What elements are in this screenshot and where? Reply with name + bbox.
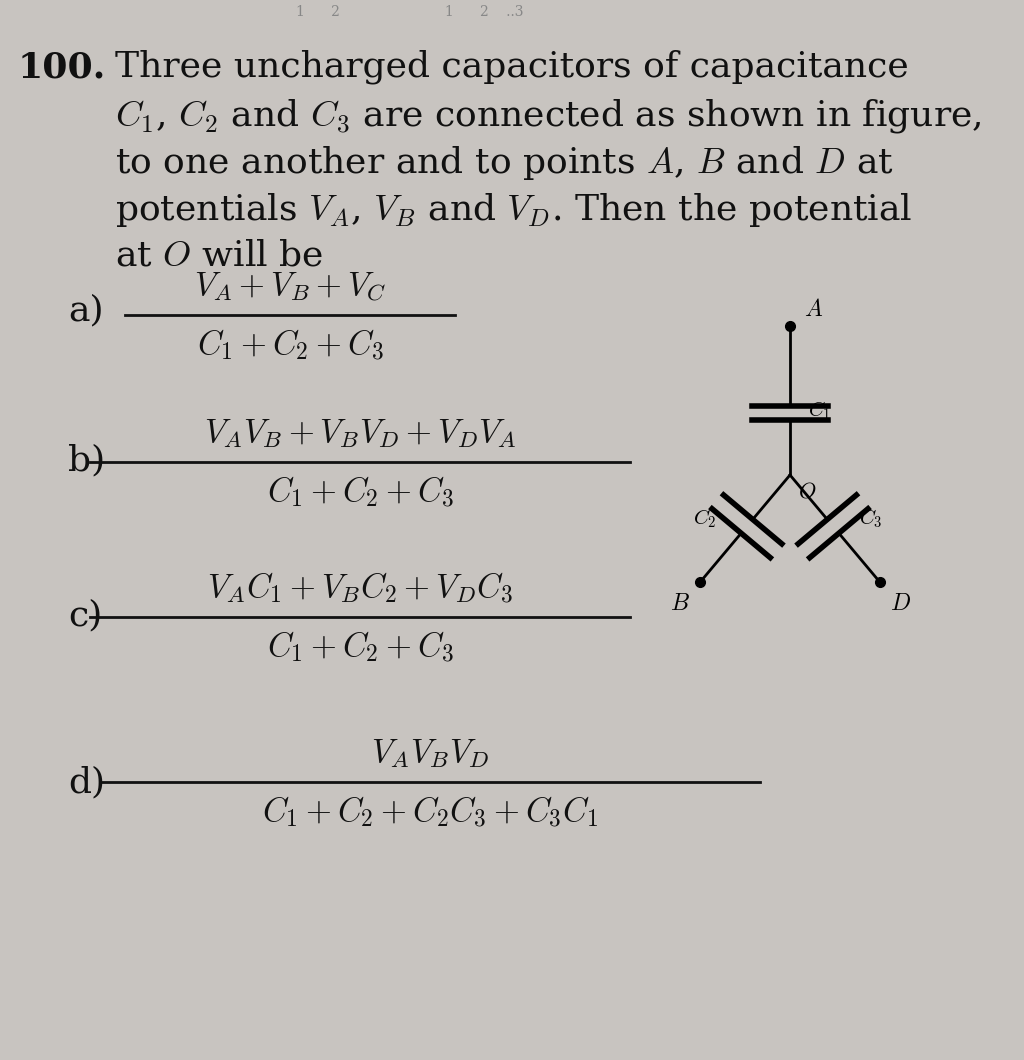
Text: $O$: $O$: [798, 480, 816, 502]
Text: $C_2$: $C_2$: [693, 507, 717, 530]
Text: $C_1$, $C_2$ and $C_3$ are connected as shown in figure,: $C_1$, $C_2$ and $C_3$ are connected as …: [115, 98, 982, 135]
Text: $C_1$: $C_1$: [808, 400, 830, 422]
Text: to one another and to points $A$, $B$ and $D$ at: to one another and to points $A$, $B$ an…: [115, 144, 894, 182]
Text: $V_A+V_B+V_C$: $V_A+V_B+V_C$: [194, 270, 386, 303]
Text: 1      2                        1      2    ..3: 1 2 1 2 ..3: [296, 5, 523, 19]
Text: $C_1+C_2+C_3$: $C_1+C_2+C_3$: [266, 474, 454, 509]
Text: $C_3$: $C_3$: [859, 507, 883, 530]
Text: c): c): [68, 598, 102, 632]
Text: Three uncharged capacitors of capacitance: Three uncharged capacitors of capacitanc…: [115, 50, 908, 85]
Text: $V_AV_B+V_BV_D+V_DV_A$: $V_AV_B+V_BV_D+V_DV_A$: [204, 418, 516, 450]
Text: at $O$ will be: at $O$ will be: [115, 238, 324, 272]
Text: 100.: 100.: [18, 50, 106, 84]
Text: $B$: $B$: [670, 593, 690, 615]
Text: $C_1+C_2+C_3$: $C_1+C_2+C_3$: [266, 629, 454, 664]
Text: b): b): [68, 443, 105, 477]
Text: potentials $V_A$, $V_B$ and $V_D$. Then the potential: potentials $V_A$, $V_B$ and $V_D$. Then …: [115, 191, 912, 229]
Text: d): d): [68, 765, 105, 799]
Text: $A$: $A$: [804, 298, 823, 321]
Text: $D$: $D$: [890, 593, 911, 615]
Text: a): a): [68, 293, 103, 326]
Text: $V_AV_BV_D$: $V_AV_BV_D$: [371, 738, 489, 771]
Text: $C_1+C_2+C_3$: $C_1+C_2+C_3$: [197, 326, 383, 361]
Text: $V_AC_1+V_BC_2+V_DC_3$: $V_AC_1+V_BC_2+V_DC_3$: [207, 570, 513, 605]
Text: $C_1+C_2+C_2C_3+C_3C_1$: $C_1+C_2+C_2C_3+C_3C_1$: [262, 794, 598, 829]
